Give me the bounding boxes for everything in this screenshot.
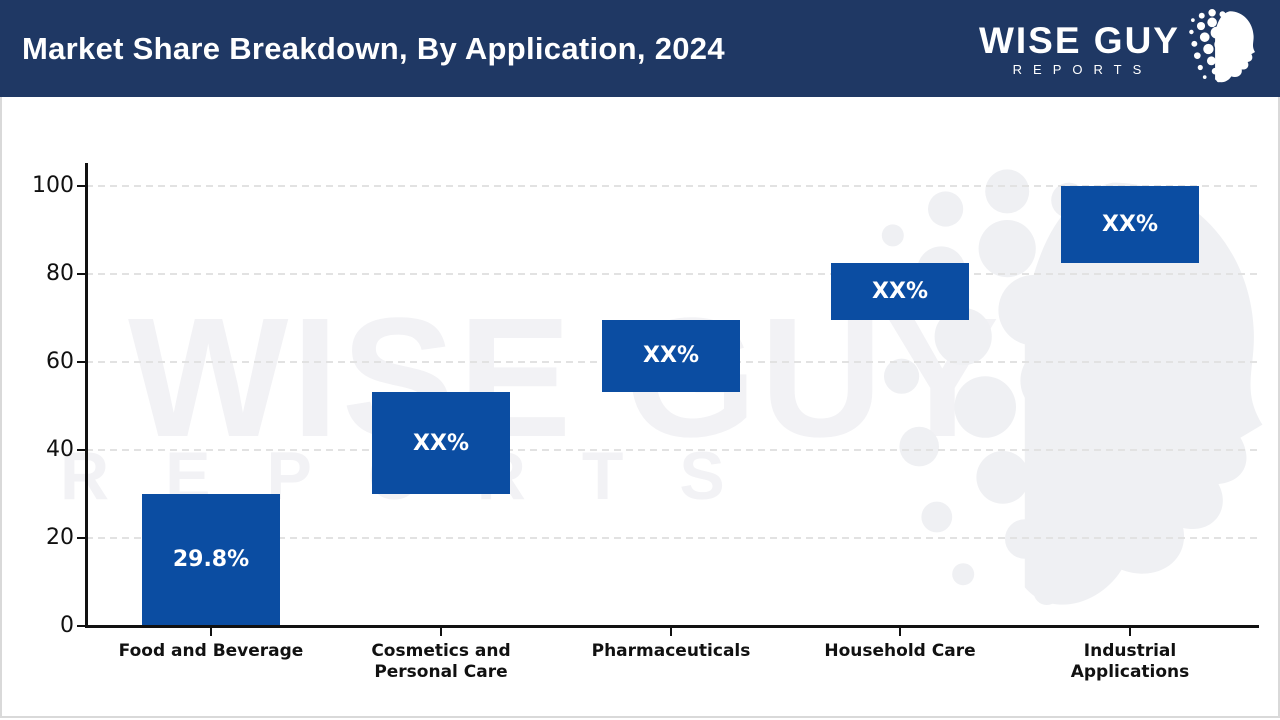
bar-pharmaceuticals: XX% [602, 319, 740, 393]
bar-industrial-applications: XX% [1061, 185, 1199, 263]
page-border-right [1278, 97, 1280, 718]
bar-value-label: XX% [643, 343, 699, 369]
gridline [86, 448, 1259, 451]
bar-value-label: XX% [413, 430, 469, 456]
x-axis-category-label: Household Care [824, 641, 976, 661]
x-axis-category-label: Cosmetics and Personal Care [371, 641, 511, 682]
bar-value-label: XX% [1102, 211, 1158, 237]
y-axis-tick-label: 40 [46, 436, 74, 462]
header-bar: Market Share Breakdown, By Application, … [0, 0, 1280, 97]
y-axis-tick [77, 536, 85, 539]
chart-canvas: WISE GUY REPORTS 02040608010029.8%XX%XX%… [0, 97, 1280, 720]
y-axis-tick-label: 80 [46, 260, 74, 286]
y-axis-tick-label: 0 [60, 612, 74, 638]
y-axis-tick-label: 100 [32, 172, 74, 198]
x-axis-category-label: Food and Beverage [118, 641, 304, 661]
gridline [86, 272, 1259, 275]
page-border-bottom [0, 716, 1280, 718]
x-axis-tick [210, 628, 212, 636]
bar-value-label: XX% [872, 278, 928, 304]
x-axis-category-label: Industrial Applications [1070, 641, 1190, 682]
logo-wordmark: WISE GUY [978, 19, 1180, 61]
x-axis-tick [899, 628, 901, 636]
x-axis-line [85, 625, 1259, 628]
bar-cosmetics-and-personal-care: XX% [372, 392, 510, 495]
y-axis-tick [77, 448, 85, 451]
watermark-text: WISE GUY [128, 283, 1003, 473]
y-axis-tick [77, 360, 85, 363]
page-title: Market Share Breakdown, By Application, … [22, 30, 725, 66]
gridline [86, 536, 1259, 539]
logo-subtext: REPORTS [1012, 61, 1153, 77]
y-axis-tick [77, 272, 85, 275]
page-border-left [0, 97, 2, 718]
y-axis-tick [77, 624, 85, 627]
gridline [86, 184, 1259, 187]
x-axis-category-label: Pharmaceuticals [591, 641, 751, 661]
bar-household-care: XX% [831, 262, 969, 320]
wise-guy-logo: WISE GUY REPORTS [979, 8, 1258, 90]
bar-food-and-beverage: 29.8% [142, 494, 280, 626]
y-axis-line [85, 163, 88, 628]
y-axis-tick-label: 60 [46, 348, 74, 374]
x-axis-tick [440, 628, 442, 636]
x-axis-tick [1129, 628, 1131, 636]
y-axis-tick-label: 20 [46, 524, 74, 550]
y-axis-tick [77, 184, 85, 187]
x-axis-tick [670, 628, 672, 636]
bar-value-label: 29.8% [172, 547, 250, 573]
logo-text: WISE GUY REPORTS [979, 22, 1180, 76]
